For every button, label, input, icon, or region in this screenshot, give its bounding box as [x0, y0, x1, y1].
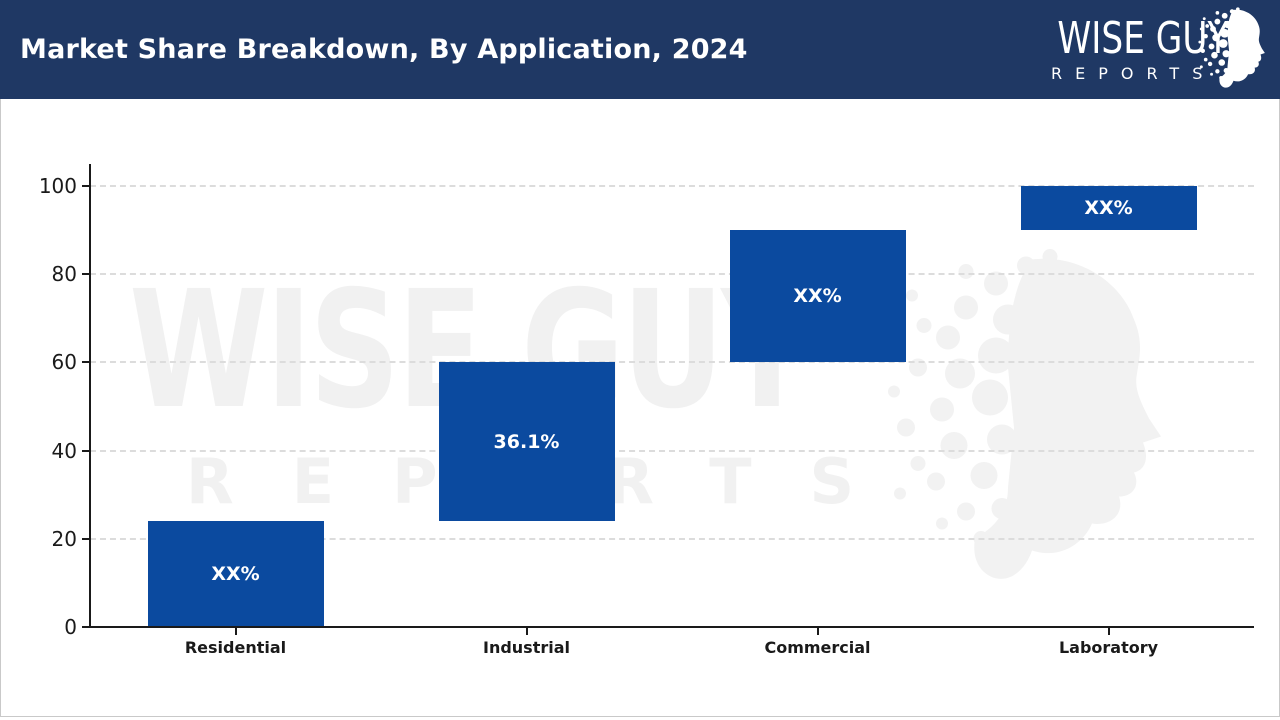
gridline-20 [90, 537, 1254, 540]
y-tick-40 [82, 449, 90, 452]
plot: 0 20 40 60 80 100 XX% Residential 36.1% Industria… [1, 99, 1279, 716]
bar-value-label: XX% [793, 284, 842, 307]
x-tick-label: Residential [184, 638, 287, 657]
logo-subtext: REPORTS [1051, 63, 1216, 83]
bar-value-label: XX% [211, 563, 260, 586]
y-tick-label: 0 [64, 615, 77, 639]
wise-guy-logo: WISE GUY REPORTS [1038, 6, 1270, 91]
y-tick-label: 80 [51, 262, 77, 287]
y-axis [89, 164, 91, 628]
x-axis [89, 626, 1254, 628]
y-tick-label: 60 [51, 350, 77, 375]
gridline-60 [90, 361, 1254, 364]
bar-value-label: XX% [1084, 196, 1133, 219]
x-tick-laboratory [1107, 627, 1110, 635]
y-tick-label: 40 [51, 438, 77, 463]
logo-text: WISE GUY REPORTS [1038, 12, 1229, 83]
chart-title: Market Share Breakdown, By Application, … [20, 34, 748, 65]
x-tick-industrial [525, 627, 528, 635]
y-tick-label: 20 [51, 526, 77, 551]
y-tick-100 [82, 185, 90, 188]
logo-wordmark: WISE GUY [1057, 12, 1229, 64]
gridline-40 [90, 449, 1254, 452]
header: Market Share Breakdown, By Application, … [0, 0, 1280, 99]
chart-area: WISE GUY REPORTS 020406080100XX%Resident… [0, 99, 1280, 717]
x-tick-label: Commercial [764, 638, 871, 657]
y-tick-80 [82, 273, 90, 276]
y-tick-20 [82, 537, 90, 540]
bar-value-label: 36.1% [493, 430, 560, 453]
bar-commercial: XX% [729, 229, 906, 362]
y-tick-0 [82, 626, 90, 628]
gridline-80 [90, 273, 1254, 276]
gridline-100 [90, 185, 1254, 188]
x-tick-label: Industrial [482, 638, 570, 657]
x-tick-residential [234, 627, 237, 635]
x-tick-commercial [816, 627, 819, 635]
bar-industrial: 36.1% [438, 361, 615, 522]
y-tick-60 [82, 361, 90, 364]
x-tick-label: Laboratory [1058, 638, 1159, 657]
bar-laboratory: XX% [1020, 186, 1197, 230]
bar-residential: XX% [147, 521, 324, 627]
y-tick-label: 100 [38, 174, 77, 199]
